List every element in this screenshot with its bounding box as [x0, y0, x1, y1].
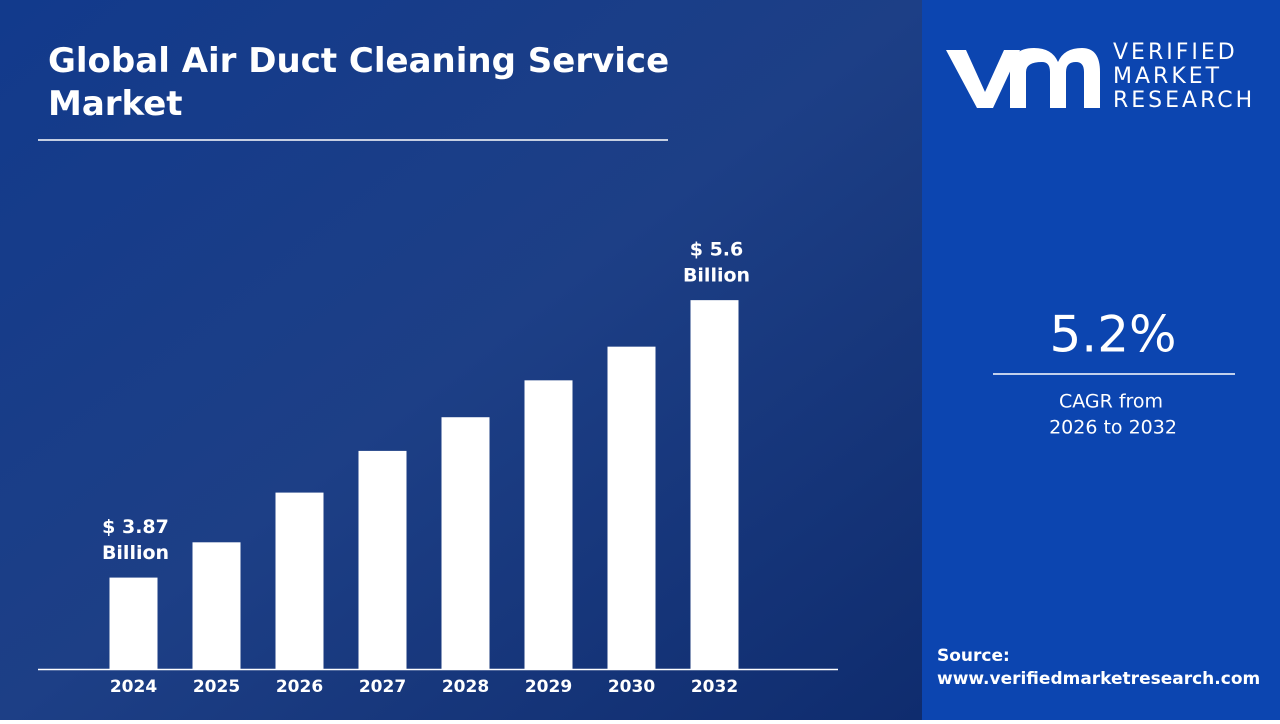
x-tick-label: 2028 [442, 677, 489, 697]
x-tick-label: 2032 [691, 677, 738, 697]
side-panel [922, 0, 1280, 720]
bar [690, 300, 739, 669]
value-label: $ 5.6 [690, 239, 744, 261]
x-tick-label: 2029 [525, 677, 572, 697]
brand-text: VERIFIED [1113, 40, 1238, 65]
bar [275, 492, 324, 669]
x-tick-label: 2026 [276, 677, 323, 697]
bar [607, 346, 656, 669]
x-tick-label: 2024 [110, 677, 157, 697]
x-tick-label: 2027 [359, 677, 406, 697]
cagr-label: 2026 to 2032 [1049, 417, 1177, 439]
chart-title: Global Air Duct Cleaning Service Market [48, 41, 669, 124]
bar [109, 577, 158, 669]
brand-text: RESEARCH [1113, 88, 1255, 113]
value-label: $ 3.87 [102, 516, 169, 538]
source-url: www.verifiedmarketresearch.com [937, 669, 1260, 689]
cagr-value: 5.2% [1049, 306, 1176, 364]
x-tick-label: 2025 [193, 677, 240, 697]
logo: VERIFIED MARKET RESEARCH [946, 40, 1255, 113]
x-tick-label: 2030 [608, 677, 655, 697]
value-label: Billion [102, 542, 169, 564]
source-label: Source: [937, 646, 1010, 666]
bar [524, 380, 573, 669]
bar [358, 450, 407, 669]
cagr-label: CAGR from [1059, 391, 1163, 413]
brand-text: MARKET [1113, 64, 1222, 89]
bar [441, 417, 490, 669]
bar [192, 542, 241, 669]
value-label: Billion [683, 265, 750, 287]
